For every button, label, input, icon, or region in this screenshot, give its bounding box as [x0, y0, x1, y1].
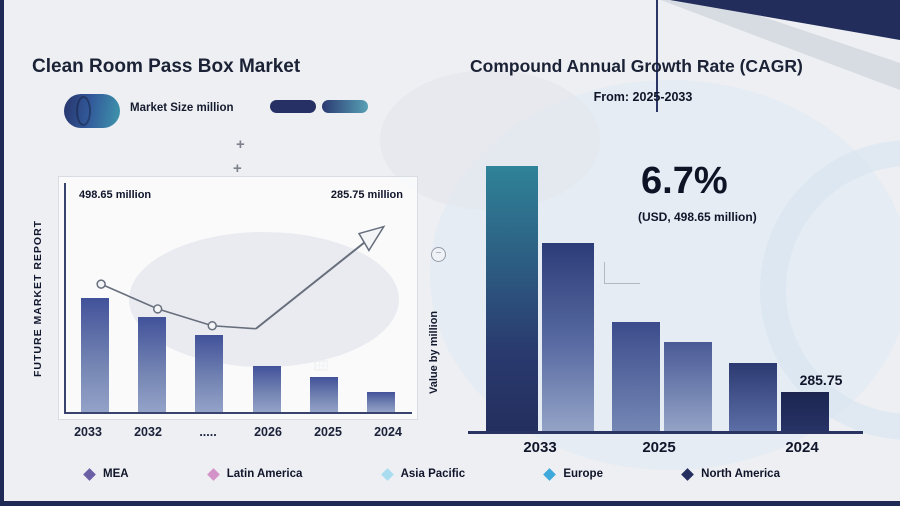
- left-chart-bars: [66, 298, 410, 412]
- market-bar-2026: [252, 366, 281, 412]
- legend-label: Latin America: [226, 468, 303, 480]
- x-label-2026: 2026: [254, 425, 282, 439]
- x-label-2032: 2032: [134, 425, 162, 439]
- cagr-bar-group-2024: [729, 363, 829, 431]
- legend-diamond-icon: [83, 467, 96, 481]
- minus-circle-icon: −: [431, 247, 446, 262]
- region-legend: MEA Latin America Asia Pacific Europe North …: [83, 464, 780, 484]
- chart-background-blob: [129, 232, 399, 367]
- decor-vertical-line: [656, 0, 658, 112]
- left-chart-x-axis: [64, 412, 412, 414]
- end-value-label-right: 285.75: [799, 372, 843, 388]
- cagr-value: 6.7%: [641, 160, 728, 202]
- legend-item-europe: Europe: [543, 467, 603, 481]
- left-edge-accent: [0, 0, 4, 506]
- legend-item-asia-pacific: Asia Pacific: [380, 467, 466, 481]
- step-decor-icon: [604, 262, 640, 284]
- left-chart-x-labels: 2033 2032..... 2026 2025 2024: [58, 425, 418, 439]
- cagr-bar-2025-series-1: [612, 322, 660, 431]
- legend-diamond-icon: [380, 467, 394, 481]
- plus-icon: +: [233, 160, 242, 177]
- x-label-2024: 2024: [785, 439, 819, 456]
- cylinder-cap: [76, 96, 91, 126]
- left-chart-y-axis: [64, 183, 66, 414]
- cagr-bar-2025-series-2: [664, 342, 712, 431]
- legend-label: North America: [701, 468, 780, 480]
- gradient-pill-icon: [322, 100, 368, 113]
- cagr-bar-2024-series-2: [781, 392, 829, 431]
- x-label-2033: 2033: [74, 425, 102, 439]
- market-bar-2033: [80, 298, 109, 412]
- legend-label: MEA: [103, 468, 129, 480]
- x-label-2024: 2024: [374, 425, 402, 439]
- market-bar-.....: [195, 335, 224, 412]
- cagr-bar-2033-series-1: [486, 166, 538, 431]
- market-bar-2032: [137, 317, 166, 412]
- cylinder-body: [64, 94, 120, 128]
- market-size-cylinder-icon: [64, 94, 120, 128]
- right-y-axis-label: Value by million: [428, 310, 440, 395]
- right-chart-x-axis: [468, 431, 863, 434]
- cagr-subtitle: From: 2025-2033: [593, 90, 693, 104]
- end-value-label-left: 285.75 million: [330, 189, 403, 201]
- bottom-edge-accent: [0, 501, 900, 506]
- x-label-2025: 2025: [642, 439, 676, 456]
- legend-label: Asia Pacific: [400, 468, 466, 480]
- legend-diamond-icon: [206, 467, 220, 481]
- legend-diamond-icon: [681, 467, 695, 481]
- cagr-bar-2033-series-2: [542, 243, 594, 431]
- x-label-2025: 2025: [314, 425, 342, 439]
- left-y-axis-label: FUTURE MARKET REPORT: [32, 219, 44, 377]
- market-size-label: Market Size million: [130, 102, 234, 114]
- legend-item-north-america: North America: [681, 467, 780, 481]
- navy-pill-icon: [270, 100, 316, 113]
- start-value-label: 498.65 million: [79, 189, 152, 201]
- cagr-bar-2024-series-1: [729, 363, 777, 431]
- legend-item-mea: MEA: [83, 467, 129, 481]
- x-label-2033: 2033: [523, 439, 557, 456]
- left-panel-title: Clean Room Pass Box Market: [32, 56, 301, 77]
- market-bar-2025: [309, 377, 338, 412]
- cagr-detail: (USD, 498.65 million): [638, 210, 757, 224]
- market-size-chart: 498.65 million 285.75 million: [58, 176, 418, 420]
- cagr-bar-group-2033: [486, 166, 594, 431]
- legend-label: Europe: [563, 468, 603, 480]
- trend-line-arrow: [96, 225, 386, 331]
- cagr-bar-group-2025: [612, 322, 712, 431]
- plus-icon: +: [236, 136, 245, 153]
- x-label-.....: .....: [199, 425, 217, 439]
- legend-item-latin-america: Latin America: [206, 467, 303, 481]
- right-panel-title: Compound Annual Growth Rate (CAGR): [470, 56, 803, 76]
- market-bar-2024: [367, 392, 396, 412]
- legend-diamond-icon: [543, 467, 557, 481]
